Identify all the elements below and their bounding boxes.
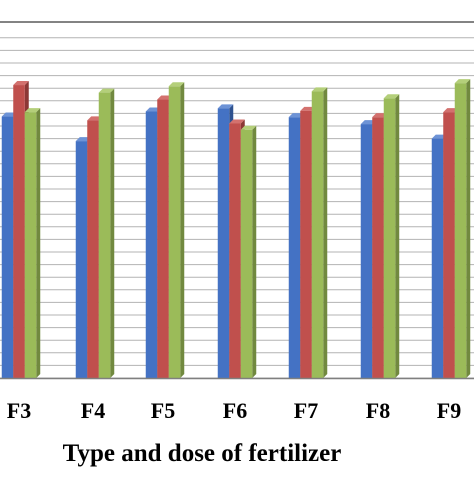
bar-group-f4 [75,88,115,379]
bar-f3-series-1 [1,116,14,379]
bar-top [311,87,328,92]
bar-f8-series-3 [383,98,396,378]
bar-f5-series-1 [145,111,158,378]
bar-top [229,119,245,124]
x-tick-label-f5: F5 [151,398,175,423]
bar-f7-series-3 [311,91,324,378]
bar-top [217,104,234,109]
bar-top [13,81,29,86]
bar-side [252,125,257,378]
x-tick-labels: F3 F4 F5 F6 F7 F8 F9 [7,398,461,423]
x-axis-title: Type and dose of fertilizer [63,440,342,467]
bar-f7-series-2 [300,110,312,378]
bar-f6-series-3 [240,129,253,378]
bar-group-f9 [431,79,471,378]
bar-top [454,79,471,84]
x-tick-label-f8: F8 [366,398,390,423]
bar-top [168,82,185,87]
bar-side [180,82,185,378]
bar-f9-series-1 [431,138,444,378]
x-tick-label-f4: F4 [81,398,105,423]
bars [1,79,471,379]
bar-side [36,108,41,378]
bar-f9-series-3 [454,83,467,378]
bar-f4-series-3 [98,92,111,379]
bar-group-f3 [1,81,41,379]
bar-group-f7 [288,87,328,379]
bar-side [323,87,328,378]
bar-f9-series-2 [443,112,455,378]
bar-f7-series-1 [288,117,301,379]
bar-f8-series-2 [372,117,384,379]
bar-top [383,94,400,99]
bar-f5-series-3 [168,86,181,378]
bar-f3-series-2 [13,85,25,379]
chart-outer-border [0,21,474,23]
x-tick-label-f9: F9 [437,398,461,423]
x-tick-label-f3: F3 [7,398,31,423]
bar-top [240,125,257,130]
x-tick-label-f6: F6 [223,398,247,423]
bar-f3-series-3 [24,112,37,378]
bar-group-f5 [145,82,185,378]
bar-f6-series-1 [217,108,230,379]
bar-f8-series-1 [360,124,373,378]
bar-top [98,88,115,93]
x-tick-label-f7: F7 [294,398,318,423]
bar-f4-series-1 [75,141,88,378]
plot-frame [0,21,474,23]
bar-side [466,79,471,378]
bar-group-f6 [217,104,257,379]
bar-top [24,108,41,113]
bar-side [110,88,115,379]
bar-f6-series-2 [229,123,241,378]
bar-f5-series-2 [157,99,169,378]
bar-group-f8 [360,94,400,379]
bar-side [395,94,400,378]
bar-f4-series-2 [87,120,99,378]
